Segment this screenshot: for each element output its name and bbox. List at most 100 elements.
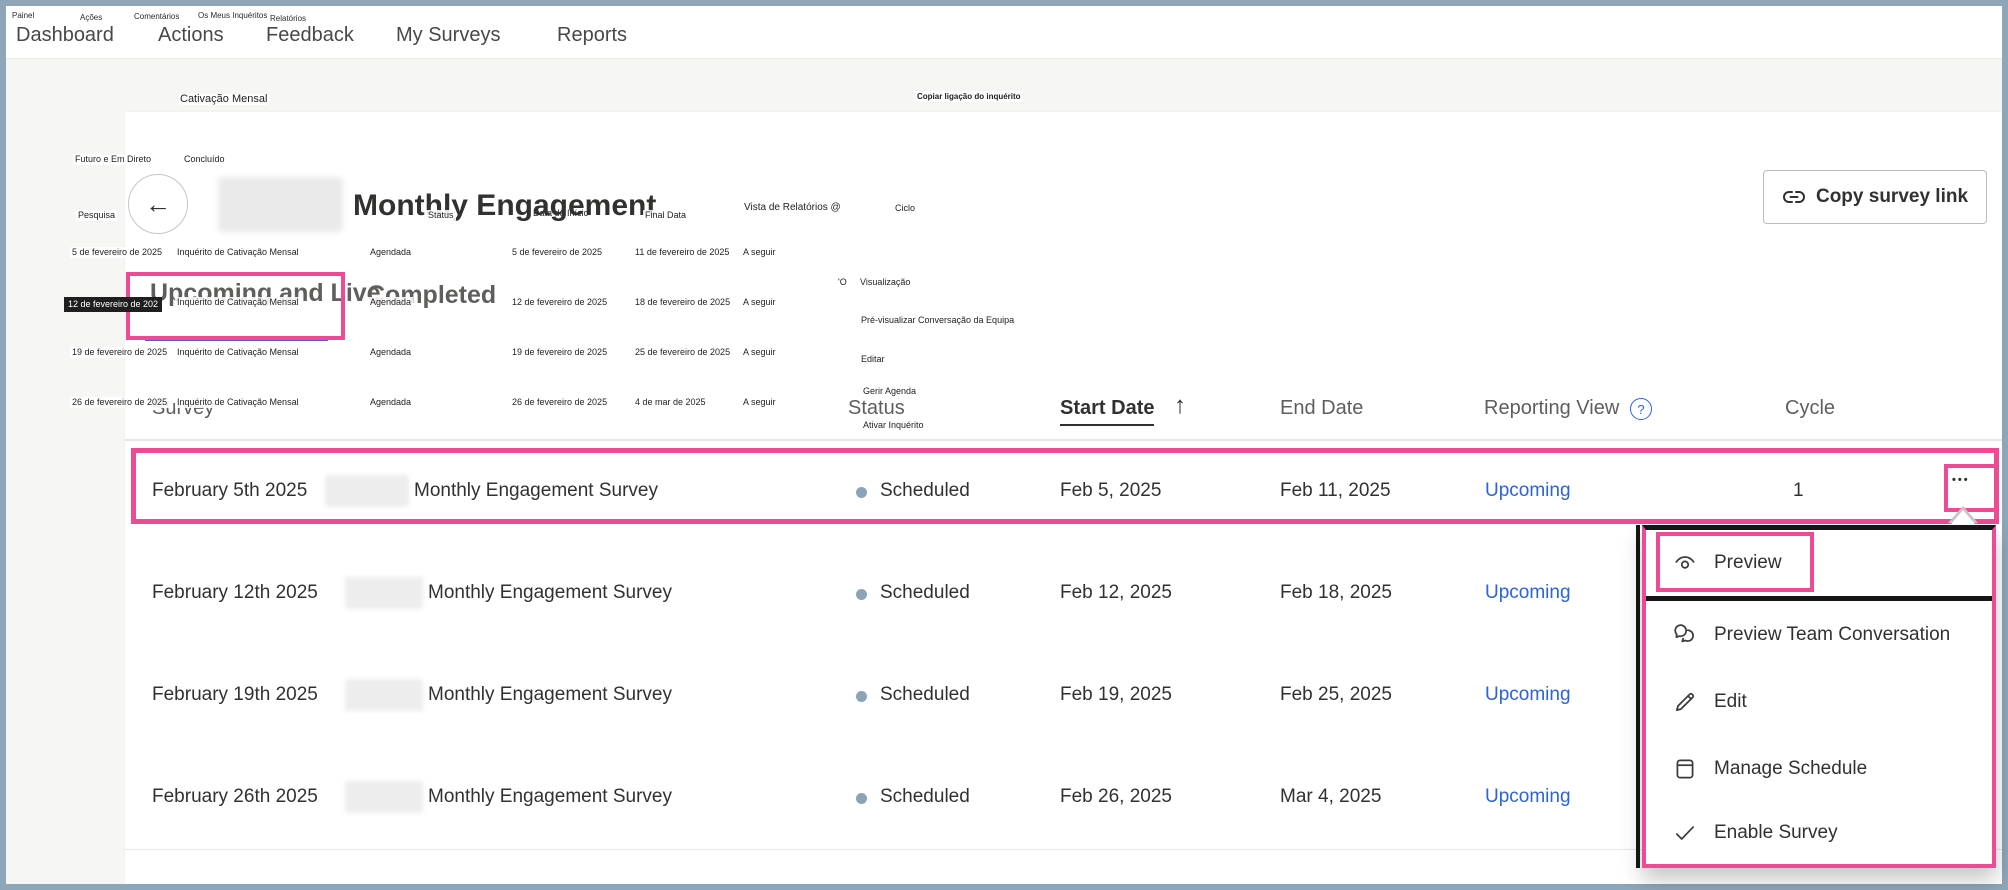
header-separator <box>125 439 2002 441</box>
reporting-view-link[interactable]: Upcoming <box>1485 684 1571 705</box>
redacted-text-blur <box>345 781 423 813</box>
chat-icon <box>1674 623 1694 642</box>
overlay-menu-ptc-pt: Pré-visualizar Conversação da Equipa <box>859 315 1017 326</box>
top-nav-bar <box>6 6 2002 59</box>
nav-pt-os-meus-inqueritos: Os Meus Inquéritos <box>198 11 268 20</box>
overlay-reporting-view-pt: Vista de Relatórios @ <box>742 202 843 213</box>
overlay-end-date-pt: Final Data <box>643 210 689 221</box>
status-dot-icon <box>856 589 867 600</box>
menu-item-label: Edit <box>1714 690 1747 712</box>
overlay-status-value-pt: Agendada <box>368 247 414 258</box>
overlay-date-pt: 5 de fevereiro de 2025 <box>70 247 165 258</box>
reporting-view-link[interactable]: Upcoming <box>1485 582 1571 603</box>
overlay-survey-name-pt: Inquérito de Cativação Mensal <box>175 397 301 408</box>
link-icon <box>1783 191 1805 203</box>
menu-separator <box>1646 596 1992 601</box>
overlay-tab-upcoming-pt: Futuro e Em Direto <box>73 154 154 165</box>
overlay-end-value-pt: 18 de fevereiro de 2025 <box>633 297 733 308</box>
column-header-reporting-view: Reporting View <box>1484 397 1620 419</box>
sort-ascending-icon[interactable]: ↑ <box>1174 392 1186 419</box>
overlay-copy-link-pt: Copiar ligação do inquérito <box>915 91 1023 102</box>
overlay-survey-title-pt: Cativação Mensal <box>178 93 270 105</box>
menu-item-edit[interactable]: Edit <box>1646 668 1992 735</box>
table-row-feb-5-2025[interactable]: February 5th 2025 Monthly Engagement Sur… <box>125 441 2002 544</box>
overlay-search-pt: Pesquisa <box>76 210 118 221</box>
back-arrow-icon: ← <box>145 188 171 219</box>
overlay-date-pt: 19 de fevereiro de 2025 <box>70 347 170 358</box>
pencil-icon <box>1676 692 1695 711</box>
nav-item-feedback[interactable]: Feedback <box>266 24 354 46</box>
nav-pt-comentarios: Comentários <box>134 12 180 21</box>
nav-pt-acoes: Ações <box>80 13 103 22</box>
help-question-mark: ? <box>1637 401 1645 417</box>
menu-item-label: Enable Survey <box>1714 822 1838 843</box>
reporting-view-link[interactable]: Upcoming <box>1485 480 1571 501</box>
menu-caret-fill <box>1951 510 1975 524</box>
column-header-end-date: End Date <box>1280 397 1364 419</box>
overlay-end-value-pt: 11 de fevereiro de 2025 <box>633 247 732 258</box>
redacted-text-blur <box>325 475 409 507</box>
overlay-next-value-pt: A seguir <box>741 347 778 358</box>
overlay-status-value-pt: Agendada <box>368 397 414 408</box>
status-dot-icon <box>856 793 867 804</box>
column-header-start-date[interactable]: Start Date <box>1060 397 1155 426</box>
overlay-status-pt: Status <box>426 210 456 221</box>
status-dot-icon <box>856 487 867 498</box>
overlay-survey-name-pt: Inquérito de Cativação Mensal <box>175 297 301 308</box>
nav-item-actions[interactable]: Actions <box>158 24 224 46</box>
redacted-text-blur <box>345 577 423 609</box>
help-icon[interactable]: ? <box>1630 398 1652 420</box>
copy-survey-link-button[interactable]: Copy survey link <box>1763 170 1987 224</box>
column-header-status: Status <box>848 397 905 419</box>
reporting-view-link[interactable]: Upcoming <box>1485 786 1571 807</box>
overlay-date-chip: 12 de fevereiro de 202 <box>64 297 163 312</box>
context-menu: Preview Preview Team Conversation Edit M… <box>1642 525 1996 868</box>
nav-pt-painel: Painel <box>12 11 35 20</box>
overlay-start-value-pt: 5 de fevereiro de 2025 <box>510 247 605 258</box>
menu-item-manage-schedule[interactable]: Manage Schedule <box>1646 735 1992 802</box>
annotation-box-more-button <box>1944 464 1998 512</box>
overlay-survey-name-pt: Inquérito de Cativação Mensal <box>175 347 301 358</box>
page-title: Monthly Engagement <box>353 189 657 222</box>
redacted-name-blur <box>218 177 343 232</box>
nav-item-dashboard[interactable]: Dashboard <box>16 24 114 46</box>
overlay-menu-preview-pt: Visualização <box>858 277 913 288</box>
overlay-status-value-pt: Agendada <box>368 297 414 308</box>
overlay-end-value-pt: 25 de fevereiro de 2025 <box>633 347 733 358</box>
menu-item-preview-team-conversation[interactable]: Preview Team Conversation <box>1646 601 1992 668</box>
overlay-start-value-pt: 26 de fevereiro de 2025 <box>510 397 610 408</box>
nav-item-reports[interactable]: Reports <box>557 24 628 46</box>
overlay-start-date-pt: Data de Início <box>533 208 589 218</box>
menu-item-preview[interactable]: Preview <box>1646 530 1992 596</box>
overlay-menu-bullet-pt: 'O <box>836 277 849 288</box>
menu-item-enable-survey[interactable]: Enable Survey <box>1646 802 1992 864</box>
overlay-next-value-pt: A seguir <box>741 247 778 258</box>
menu-item-label: Preview Team Conversation <box>1714 623 1951 645</box>
overlay-next-value-pt: A seguir <box>741 397 778 408</box>
back-button[interactable]: ← <box>128 174 188 234</box>
status-dot-icon <box>856 691 867 702</box>
menu-item-label: Preview <box>1714 552 1782 573</box>
overlay-status-value-pt: Agendada <box>368 347 414 358</box>
menu-item-label: Manage Schedule <box>1714 757 1868 779</box>
overlay-next-value-pt: A seguir <box>741 297 778 308</box>
overlay-cycle-pt: Ciclo <box>893 203 918 214</box>
overlay-end-value-pt: 4 de mar de 2025 <box>633 397 708 408</box>
overlay-survey-name-pt: Inquérito de Cativação Mensal <box>175 247 301 258</box>
nav-pt-relatorios: Relatórios <box>270 14 307 23</box>
overlay-menu-enable-pt: Ativar Inquérito <box>861 420 926 431</box>
overlay-date-pt: 26 de fevereiro de 2025 <box>70 397 170 408</box>
overlay-menu-edit-pt: Editar <box>859 354 887 365</box>
overlay-start-value-pt: 19 de fevereiro de 2025 <box>510 347 610 358</box>
overlay-tab-completed-pt: Concluído <box>182 154 227 165</box>
overlay-menu-manage-pt: Gerir Agenda <box>861 386 919 397</box>
annotation-box-row <box>131 448 1999 524</box>
more-options-button[interactable]: ••• <box>1952 474 1970 486</box>
nav-item-my-surveys[interactable]: My Surveys <box>396 24 501 46</box>
column-header-cycle: Cycle <box>1785 397 1836 419</box>
eye-icon <box>1675 556 1695 569</box>
check-icon <box>1676 826 1694 840</box>
copy-survey-link-label: Copy survey link <box>1815 186 1969 207</box>
menu-left-accent <box>1636 525 1640 868</box>
